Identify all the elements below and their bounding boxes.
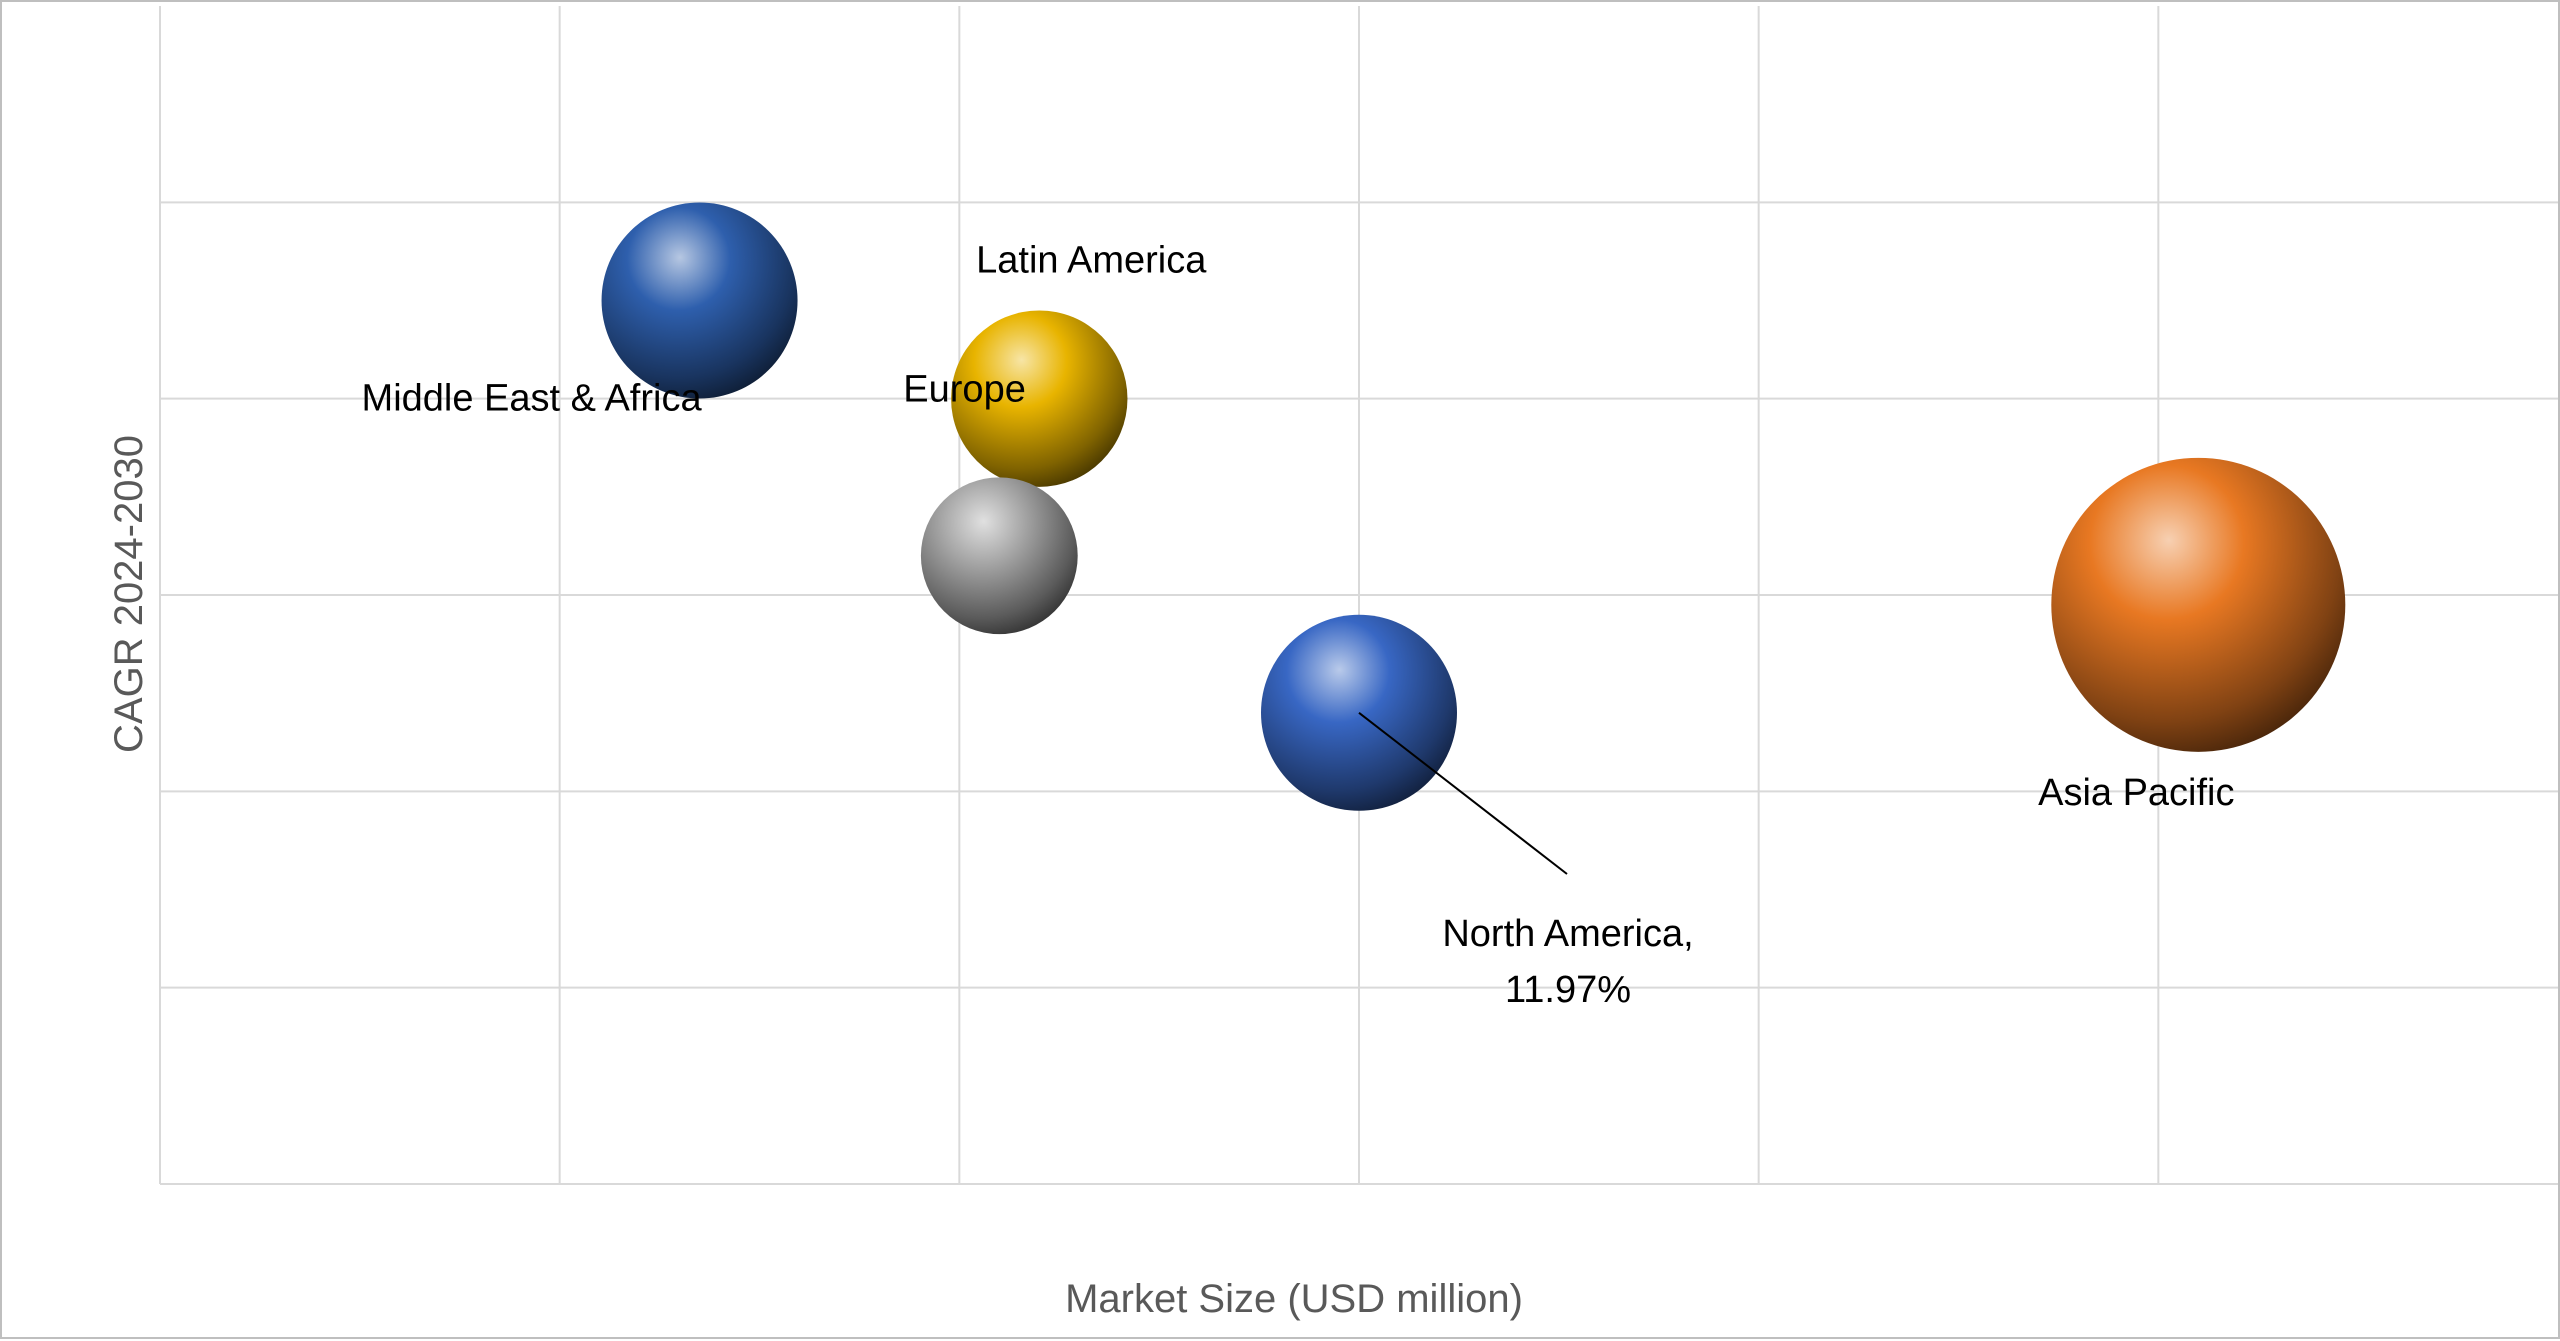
- bubble-latin-america: [951, 310, 1128, 487]
- data-label-asia-pacific: Asia Pacific: [2038, 772, 2234, 814]
- bubble-asia-pacific: [2051, 457, 2346, 752]
- data-labels: Middle East & Africa Latin America Europe N…: [362, 240, 2235, 1011]
- bubble-middle-east-africa: [601, 202, 798, 399]
- x-axis-title: Market Size (USD million): [1065, 1277, 1523, 1321]
- gridlines: [160, 6, 2558, 1184]
- data-label-north-america: North America, 11.97%: [1442, 913, 1693, 1011]
- y-axis-title: CAGR 2024-2030: [107, 435, 151, 753]
- axes: [159, 6, 2558, 1185]
- data-label-middle-east-africa: Middle East & Africa: [362, 378, 703, 420]
- bubbles: [601, 202, 2346, 811]
- data-label-latin-america: Latin America: [976, 240, 1207, 282]
- data-label-europe: Europe: [903, 369, 1026, 411]
- bubble-europe: [920, 477, 1078, 635]
- leader-line-north-america: [1358, 712, 1568, 875]
